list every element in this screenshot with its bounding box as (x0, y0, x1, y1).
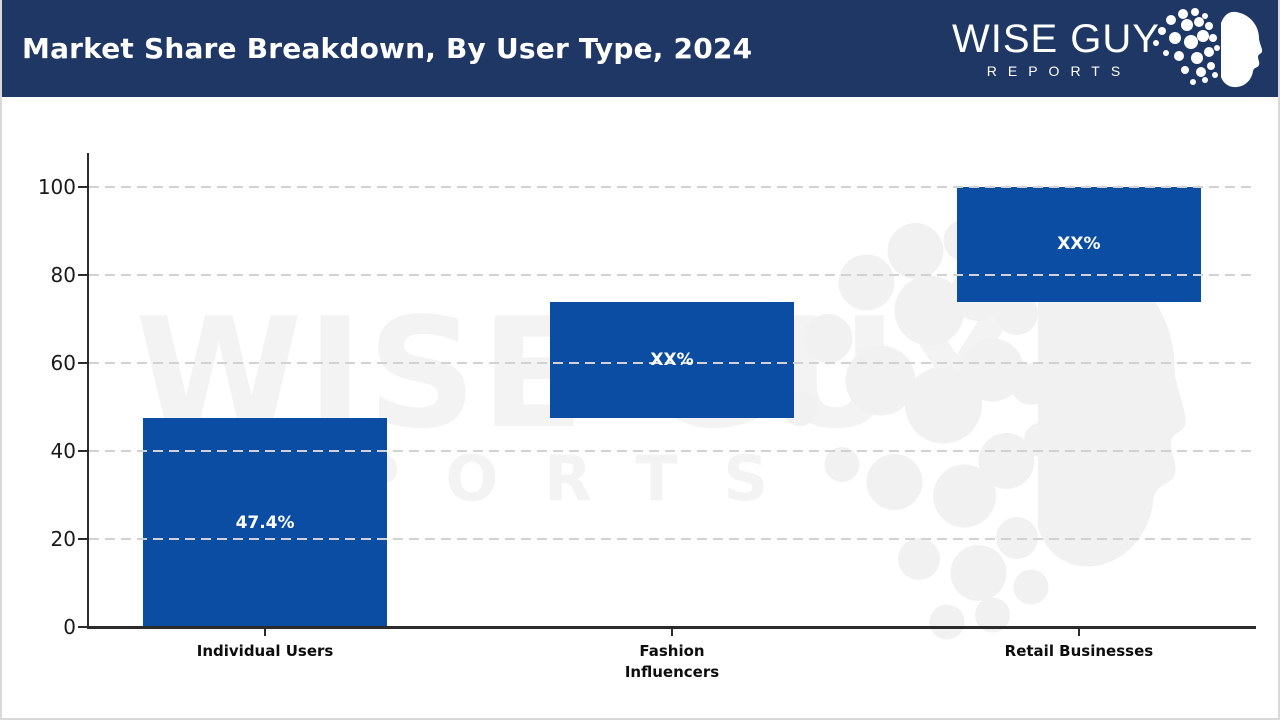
x-tick-1 (264, 629, 267, 636)
y-tick-80 (78, 274, 87, 276)
bar-value-label-2: XX% (650, 350, 694, 371)
bar-1 (142, 418, 388, 627)
logo-text: WISE GUY REPORTS (952, 19, 1160, 79)
page-title: Market Share Breakdown, By User Type, 20… (22, 32, 753, 65)
y-axis-line (87, 153, 89, 629)
gridline-y-20 (89, 538, 1255, 540)
bar-value-label-1: 47.4% (235, 512, 295, 533)
logo-tagline: REPORTS (986, 62, 1132, 79)
chart-area: WISE GUY REPORTS 0 20 40 60 80 100 47.4% Indivi… (2, 97, 1278, 718)
x-category-label-3: Retail Businesses (1004, 642, 1154, 660)
y-tick-label-100: 100 (37, 175, 76, 199)
y-tick-label-0: 0 (63, 615, 76, 639)
gridline-y-100 (89, 186, 1255, 188)
watermark-face-icon (782, 219, 1186, 640)
header-bar: Market Share Breakdown, By User Type, 20… (2, 0, 1278, 97)
y-tick-40 (78, 450, 87, 452)
gridline-y-80 (89, 274, 1255, 276)
y-tick-label-80: 80 (50, 263, 76, 287)
bar-2 (549, 301, 795, 419)
x-tick-2 (671, 629, 673, 636)
y-tick-0 (78, 626, 87, 628)
y-tick-label-60: 60 (50, 351, 76, 375)
y-tick-label-20: 20 (50, 527, 76, 551)
x-tick-3 (1077, 629, 1080, 636)
x-category-label-1: Individual Users (196, 642, 334, 660)
y-tick-20 (78, 538, 87, 540)
wise-guy-reports-logo: WISE GUY REPORTS (952, 7, 1268, 91)
bar-value-label-3: XX% (1057, 234, 1101, 255)
y-tick-100 (78, 186, 87, 188)
gridline-y-40 (89, 450, 1255, 452)
y-tick-label-40: 40 (50, 439, 76, 463)
gridline-y-60 (89, 362, 1255, 364)
logo-name: WISE GUY (951, 16, 1160, 61)
x-axis-line (87, 626, 1256, 629)
logo-face-icon (1153, 7, 1263, 87)
bar-3 (956, 187, 1202, 302)
y-tick-60 (78, 362, 87, 364)
x-category-label-2: Fashion Influencers (624, 642, 720, 681)
